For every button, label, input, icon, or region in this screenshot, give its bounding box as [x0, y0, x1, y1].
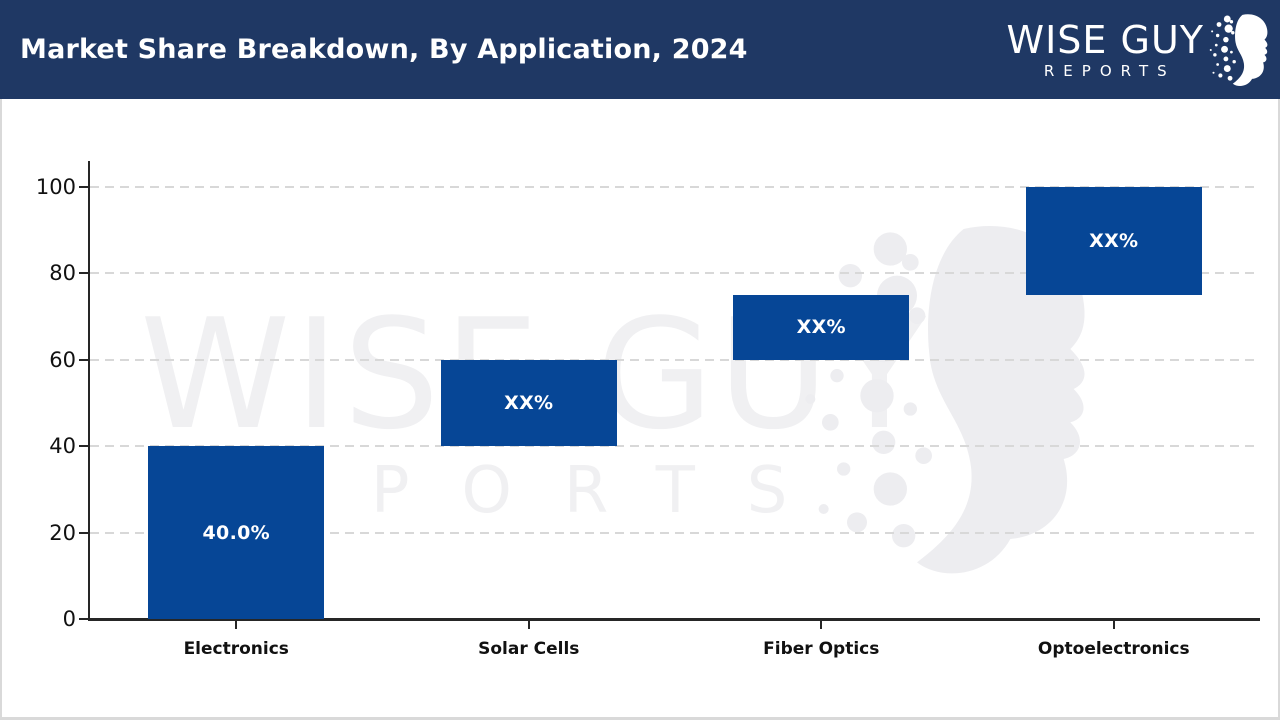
y-axis-line [88, 161, 90, 621]
y-tick-label: 60 [49, 347, 76, 372]
y-tick-label: 80 [49, 261, 76, 285]
y-tick-label: 20 [49, 520, 76, 545]
bar-value-label: XX% [796, 316, 846, 339]
x-tick-mark [1112, 621, 1115, 629]
y-tick-label: 0 [62, 607, 76, 631]
x-axis-label: Solar Cells [478, 639, 580, 659]
y-tick-label: 40 [49, 434, 76, 458]
bar-value-label: 40.0% [202, 521, 270, 544]
x-tick-mark [527, 621, 530, 629]
gridline-40 [90, 445, 1260, 447]
gridline-80 [90, 272, 1260, 274]
logo-face-icon [1208, 10, 1270, 90]
bar-solar-cells: XX% [440, 359, 617, 446]
chart-card: WISE GUY REPORTS 0 20 40 60 80 100 40.0% Electr… [0, 99, 1280, 720]
chart-title: Market Share Breakdown, By Application, … [20, 34, 748, 65]
y-tick-mark [79, 272, 88, 274]
y-tick-label: 100 [35, 174, 76, 199]
x-axis-label: Electronics [183, 639, 289, 659]
x-axis-label: Optoelectronics [1037, 639, 1190, 659]
bar-electronics: 40.0% [148, 446, 325, 619]
y-tick-mark [79, 618, 88, 620]
bar-optoelectronics: XX% [1025, 186, 1202, 295]
bar-value-label: XX% [1089, 229, 1139, 252]
gridline-100 [90, 185, 1260, 188]
y-tick-mark [79, 445, 88, 447]
x-axis-label: Fiber Optics [763, 639, 880, 659]
x-axis-line [88, 618, 1260, 621]
plot-area: 0 20 40 60 80 100 40.0% Electronics XX% Solar Cel… [2, 99, 1278, 717]
logo-subtext: REPORTS [1043, 61, 1176, 80]
x-tick-mark [235, 621, 238, 629]
header-bar: Market Share Breakdown, By Application, … [0, 0, 1280, 99]
y-tick-mark [79, 531, 88, 534]
bar-value-label: XX% [504, 391, 554, 414]
gridline-60 [90, 358, 1260, 361]
y-tick-mark [79, 185, 88, 188]
bar-fiber-optics: XX% [733, 294, 910, 360]
gridline-20 [90, 531, 1260, 534]
y-tick-mark [79, 358, 88, 361]
brand-logo: WISE GUY REPORTS [1007, 10, 1270, 90]
brand-logo-text: WISE GUY REPORTS [1007, 21, 1204, 79]
x-tick-mark [820, 621, 823, 629]
logo-wordmark: WISE GUY [1006, 17, 1204, 62]
